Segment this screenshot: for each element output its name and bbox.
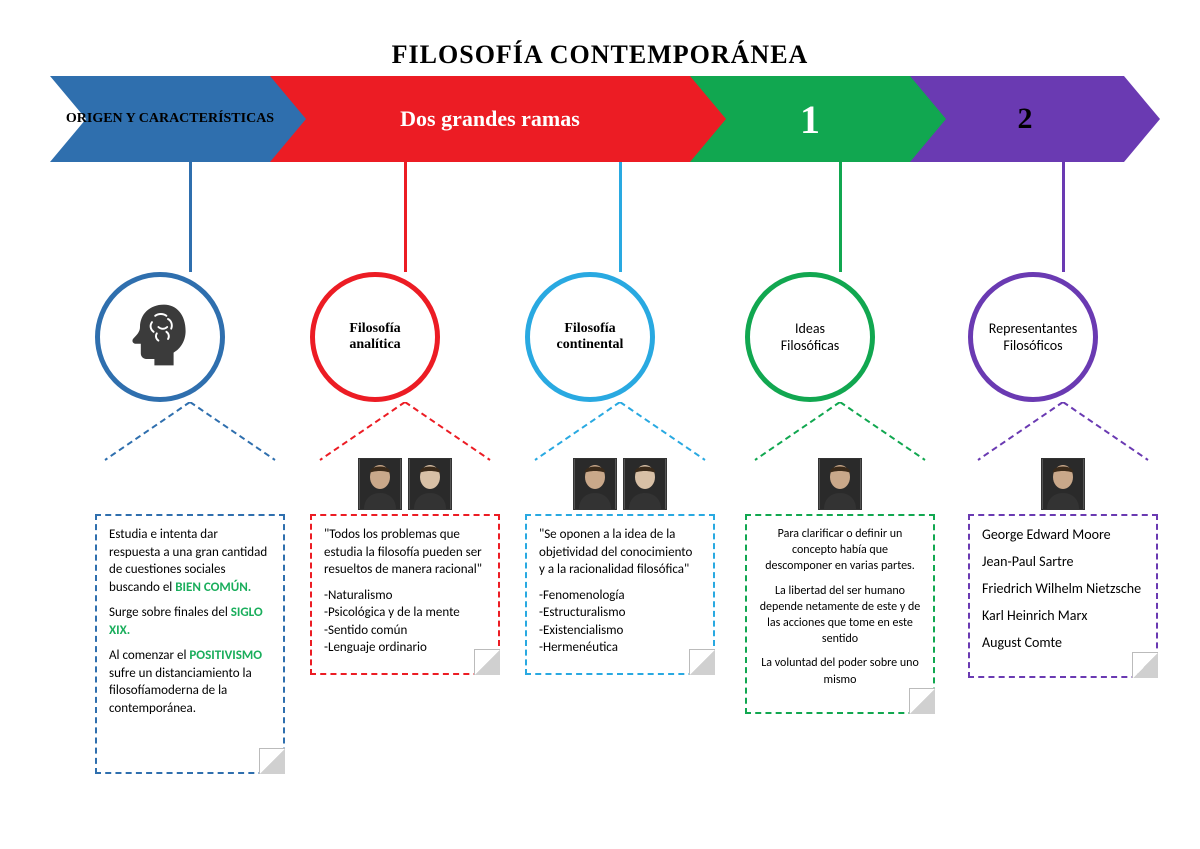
connector [619, 162, 622, 272]
list-item: George Edward Moore [982, 526, 1144, 545]
column-c1: Estudia e intenta dar respuesta a una gr… [95, 162, 285, 774]
portrait-icon [573, 458, 617, 510]
arrow-label: 2 [910, 76, 1160, 162]
circle-label: Ideas Filosóficas [781, 320, 840, 354]
portrait-row [968, 458, 1158, 510]
connector [404, 162, 407, 272]
info-card: "Todos los problemas que estudia la filo… [310, 514, 500, 675]
list-item: August Comte [982, 634, 1144, 653]
arrow-a4: 2 [910, 76, 1160, 162]
portrait-icon [818, 458, 862, 510]
connector [1062, 162, 1065, 272]
info-card: "Se oponen a la idea de la objetividad d… [525, 514, 715, 675]
t: La voluntad del poder sobre uno mismo [759, 655, 921, 687]
names-list: George Edward Moore Jean-Paul Sartre Fried… [982, 526, 1144, 652]
page-curl-icon [689, 649, 715, 675]
t: Al comenzar el [109, 648, 189, 663]
list: FenomenologíaEstructuralismoExistenciali… [539, 587, 701, 657]
info-card: Para clarificar o definir un concepto ha… [745, 514, 935, 714]
list-item: Sentido común [324, 622, 486, 640]
page-curl-icon [909, 688, 935, 714]
circle-node [95, 272, 225, 402]
t: BIEN COMÚN. [175, 580, 251, 595]
t: La libertad del ser humano depende netam… [759, 583, 921, 648]
t: Para clarificar o definir un concepto ha… [759, 526, 921, 575]
portrait-icon [1041, 458, 1085, 510]
portrait-row [310, 458, 500, 510]
circle-node: Filosofía continental [525, 272, 655, 402]
list-item: Existencialismo [539, 622, 701, 640]
circle-label: Representantes Filosóficos [989, 320, 1077, 354]
quote: "Se oponen a la idea de la objetividad d… [539, 526, 701, 579]
portrait-row [525, 458, 715, 510]
list-item: Naturalismo [324, 587, 486, 605]
connector [189, 162, 192, 272]
circle-label: Filosofía analítica [349, 321, 400, 353]
column-c2: Filosofía analítica "Todos los problemas… [310, 162, 500, 675]
circle-node: Filosofía analítica [310, 272, 440, 402]
portrait-icon [623, 458, 667, 510]
t: sufre un distanciamiento la filosofíamod… [109, 666, 252, 716]
column-c4: Ideas Filosóficas Para clarificar o defi… [745, 162, 935, 714]
page-curl-icon [474, 649, 500, 675]
arrow-label: Dos grandes ramas [270, 76, 730, 162]
v-connector [968, 402, 1158, 462]
v-connector [95, 402, 285, 462]
list-item: Friedrich Wilhelm Nietzsche [982, 580, 1144, 599]
circle-node: Representantes Filosóficos [968, 272, 1098, 402]
t: POSITIVISMO [189, 648, 262, 663]
arrow-banner: ORIGEN Y CARACTERÍSTICAS Dos grandes ram… [50, 76, 1160, 162]
t: Surge sobre finales del [109, 605, 231, 620]
column-c5: Representantes Filosóficos George Edward… [968, 162, 1158, 678]
quote: "Todos los problemas que estudia la filo… [324, 526, 486, 579]
list-item: Fenomenología [539, 587, 701, 605]
v-connector [525, 402, 715, 462]
info-card: Estudia e intenta dar respuesta a una gr… [95, 514, 285, 774]
list-item: Estructuralismo [539, 604, 701, 622]
v-connector [310, 402, 500, 462]
circle-label: Filosofía continental [557, 321, 624, 353]
portrait-row [745, 458, 935, 510]
info-card: George Edward Moore Jean-Paul Sartre Fried… [968, 514, 1158, 678]
list-item: Jean-Paul Sartre [982, 553, 1144, 572]
circle-node: Ideas Filosóficas [745, 272, 875, 402]
page-curl-icon [259, 748, 285, 774]
list-item: Hermenéutica [539, 639, 701, 657]
page-title: FILOSOFÍA CONTEMPORÁNEA [0, 0, 1200, 76]
list: NaturalismoPsicológica y de la menteSent… [324, 587, 486, 657]
column-c3: Filosofía continental "Se oponen a la id… [525, 162, 715, 675]
list-item: Lenguaje ordinario [324, 639, 486, 657]
arrow-a2: Dos grandes ramas [270, 76, 730, 162]
portrait-icon [358, 458, 402, 510]
list-item: Psicológica y de la mente [324, 604, 486, 622]
portrait-icon [408, 458, 452, 510]
v-connector [745, 402, 935, 462]
brain-head-icon [120, 295, 200, 380]
page-curl-icon [1132, 652, 1158, 678]
list-item: Karl Heinrich Marx [982, 607, 1144, 626]
connector [839, 162, 842, 272]
